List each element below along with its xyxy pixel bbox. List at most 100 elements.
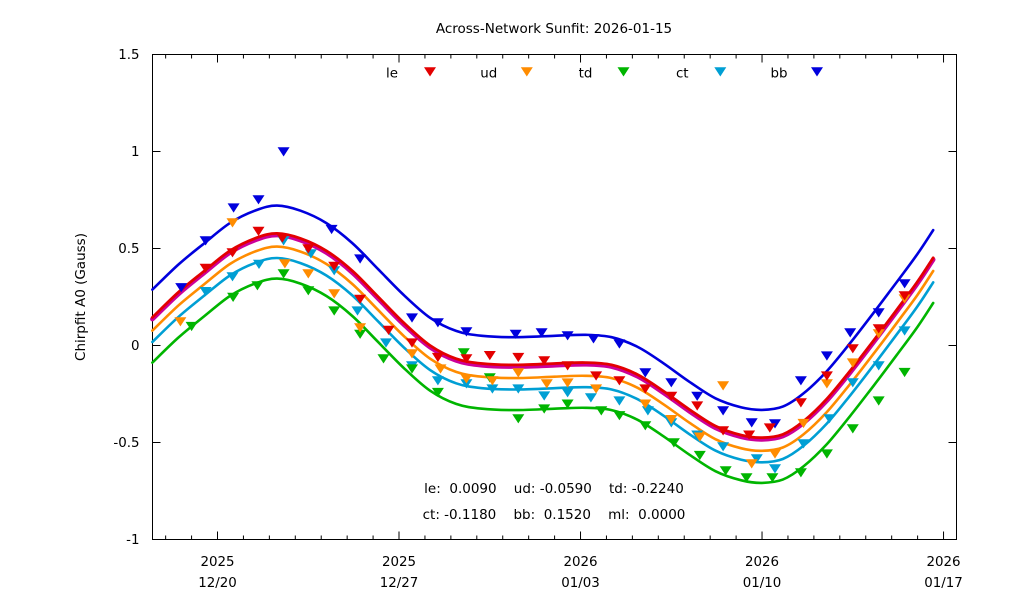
data-point-marker <box>460 354 473 364</box>
data-point-marker <box>199 236 212 246</box>
data-point-marker <box>590 371 603 381</box>
data-point-marker <box>538 391 551 401</box>
data-point-marker <box>797 418 810 429</box>
data-point-marker <box>538 356 551 366</box>
x-tick-label-year: 2026 <box>926 555 960 570</box>
data-point-marker <box>377 354 390 364</box>
data-point-marker <box>460 327 473 337</box>
data-point-marker <box>872 324 885 334</box>
data-point-marker <box>199 263 212 273</box>
data-point-marker <box>561 388 574 398</box>
data-point-marker <box>745 418 758 428</box>
data-point-marker <box>794 398 807 408</box>
data-point-marker <box>846 424 859 434</box>
legend-label: bb <box>771 67 788 82</box>
x-tick-label-date: 01/03 <box>561 576 600 591</box>
series-td-points <box>185 269 911 483</box>
data-point-marker <box>584 393 597 403</box>
data-point-marker <box>227 292 240 302</box>
x-tick-label-year: 2026 <box>745 555 779 570</box>
data-point-marker <box>823 414 836 424</box>
x-tick-label-year: 2025 <box>382 555 416 570</box>
legend-label: ct <box>676 67 689 82</box>
data-point-marker <box>328 261 341 271</box>
chart-title: Across-Network Sunfit: 2026-01-15 <box>435 21 673 37</box>
data-point-marker <box>617 67 630 77</box>
data-point-marker <box>460 379 473 389</box>
y-tick-label: -1 <box>126 533 139 548</box>
legend-entry-ct: ct <box>676 67 727 82</box>
data-point-marker <box>794 376 807 386</box>
data-point-marker <box>745 459 758 469</box>
data-point-marker <box>898 291 911 301</box>
data-point-marker <box>769 449 781 459</box>
series-le-points <box>199 226 911 440</box>
data-point-marker <box>302 269 315 279</box>
legend-entry-le: le <box>386 67 436 82</box>
data-point-marker <box>717 406 730 416</box>
data-point-marker <box>277 269 290 279</box>
data-point-marker <box>898 279 911 289</box>
x-tick-label-date: 12/27 <box>380 576 419 591</box>
data-point-marker <box>351 306 364 316</box>
data-point-marker <box>226 272 239 282</box>
data-point-marker <box>512 414 525 424</box>
data-point-marker <box>820 371 833 381</box>
x-tick-label-date: 12/20 <box>198 576 237 591</box>
data-point-marker <box>693 450 706 461</box>
series-ct-curve <box>151 256 935 464</box>
data-point-marker <box>561 331 574 341</box>
data-point-marker <box>535 328 548 338</box>
data-point-marker <box>613 339 626 349</box>
data-point-marker <box>717 426 730 436</box>
legend-entry-bb: bb <box>771 67 823 82</box>
data-point-marker <box>540 379 553 389</box>
plot-border <box>152 54 957 540</box>
data-point-marker <box>460 374 473 384</box>
data-point-marker <box>693 432 706 442</box>
data-point-marker <box>750 454 763 464</box>
data-point-marker <box>251 281 264 291</box>
data-point-marker <box>302 286 315 296</box>
data-point-marker <box>509 329 522 339</box>
data-point-marker <box>872 396 885 406</box>
data-point-marker <box>278 259 291 269</box>
y-tick-label: 0 <box>131 339 140 354</box>
data-point-marker <box>486 376 499 386</box>
data-point-marker <box>639 421 652 431</box>
data-point-marker <box>457 348 470 358</box>
series-ud-points <box>174 218 911 469</box>
data-point-marker <box>665 391 678 401</box>
data-point-marker <box>175 283 188 293</box>
x-tick-label-year: 2026 <box>563 555 597 570</box>
x-tick-label-date: 01/17 <box>924 576 963 591</box>
data-point-marker <box>174 317 187 327</box>
data-point-marker <box>199 287 212 297</box>
y-axis: 1.5 1 0.5 0 -0.5 -1 <box>113 48 957 548</box>
data-point-marker <box>561 378 574 388</box>
y-tick-label: -0.5 <box>113 436 139 451</box>
data-point-marker <box>328 306 341 316</box>
data-point-marker <box>587 334 600 344</box>
data-point-marker <box>639 368 652 378</box>
data-point-marker <box>766 473 779 483</box>
data-point-marker <box>872 361 885 371</box>
data-point-marker <box>561 361 574 371</box>
legend-entry-ud: ud <box>480 67 533 82</box>
data-point-marker <box>520 67 533 77</box>
data-point-marker <box>406 313 418 323</box>
data-point-marker <box>277 147 290 157</box>
data-point-marker <box>717 442 730 452</box>
data-point-marker <box>512 352 525 363</box>
data-point-marker <box>354 254 367 264</box>
data-point-marker <box>691 391 704 401</box>
data-point-marker <box>691 401 704 411</box>
x-tick-label-year: 2025 <box>200 555 234 570</box>
data-point-marker <box>797 439 810 449</box>
data-point-marker <box>512 368 525 378</box>
data-point-marker <box>252 226 265 236</box>
data-point-marker <box>613 396 626 406</box>
data-point-marker <box>354 294 367 304</box>
data-point-marker <box>667 438 680 448</box>
